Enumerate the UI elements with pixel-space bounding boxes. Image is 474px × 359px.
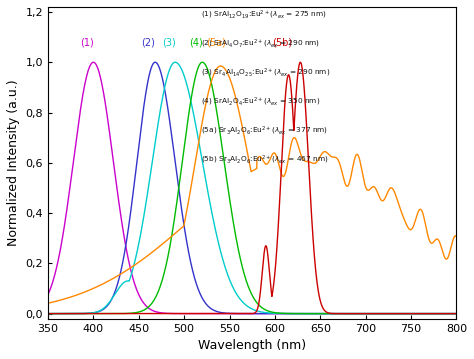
Text: (1): (1) xyxy=(80,37,94,47)
Y-axis label: Normalized Intensity (a.u.): Normalized Intensity (a.u.) xyxy=(7,79,20,246)
Text: (2): (2) xyxy=(141,37,155,47)
Text: (5a) Sr$_3$Al$_2$O$_6$:Eu$^{2+}$($\lambda_{ex}$ = 377 nm): (5a) Sr$_3$Al$_2$O$_6$:Eu$^{2+}$($\lambd… xyxy=(201,125,328,137)
Text: (1) SrAl$_{12}$O$_{19}$:Eu$^{2+}$($\lambda_{ex}$ = 275 nm): (1) SrAl$_{12}$O$_{19}$:Eu$^{2+}$($\lamb… xyxy=(201,9,327,21)
Text: (4): (4) xyxy=(189,37,203,47)
Text: (5b) Sr$_3$Al$_2$O$_6$:Eu$^{2+}$($\lambda_{ex}$ = 467 nm): (5b) Sr$_3$Al$_2$O$_6$:Eu$^{2+}$($\lambd… xyxy=(201,153,328,166)
Text: (3): (3) xyxy=(162,37,175,47)
Text: (5b): (5b) xyxy=(272,37,292,47)
Text: (2) SrAl$_4$O$_7$:Eu$^{2+}$($\lambda_{ex}$ = 290 nm): (2) SrAl$_4$O$_7$:Eu$^{2+}$($\lambda_{ex… xyxy=(201,37,320,50)
Text: (4) SrAl$_2$O$_4$:Eu$^{2+}$($\lambda_{ex}$ = 350 nm): (4) SrAl$_2$O$_4$:Eu$^{2+}$($\lambda_{ex… xyxy=(201,95,320,108)
Text: (5a): (5a) xyxy=(206,37,226,47)
Text: (3) Sr$_4$Al$_{14}$O$_{25}$:Eu$^{2+}$($\lambda_{ex}$ = 290 nm): (3) Sr$_4$Al$_{14}$O$_{25}$:Eu$^{2+}$($\… xyxy=(201,66,330,79)
X-axis label: Wavelength (nm): Wavelength (nm) xyxy=(198,339,306,352)
